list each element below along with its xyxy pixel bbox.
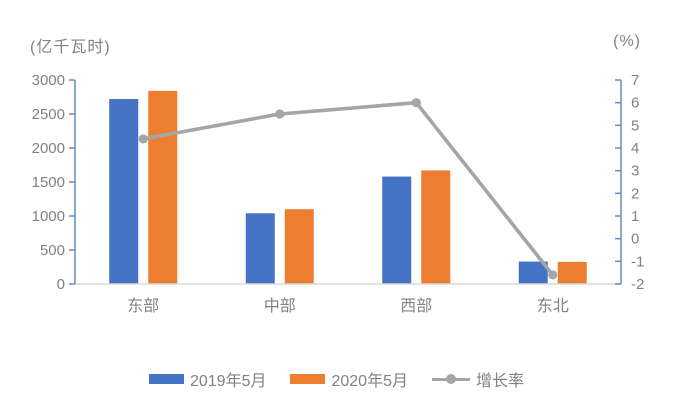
left-tick-label: 1000 [32,208,65,225]
right-tick-label: 6 [631,95,639,112]
left-axis: 0 500 1000 1500 2000 2500 3000 [32,72,76,293]
category-label: 西部 [400,297,432,315]
left-tick-label: 0 [57,276,65,293]
legend-item-2020: 2020年5月 [290,367,408,391]
category-labels: 东部 中部 西部 东北 [127,297,569,315]
line-marker [275,109,285,119]
bar [245,213,275,284]
left-tick-label: 1500 [32,174,65,191]
bar-series-2020年5月 [148,90,587,284]
right-tick-label: 2 [631,185,639,202]
right-tick-label: 0 [631,231,639,248]
right-tick-label: -1 [631,253,644,270]
growth-line [141,100,555,277]
category-label: 东部 [127,297,159,315]
legend-swatch-growth-line [431,373,470,385]
right-tick-label: 1 [631,208,639,225]
line-series-增长率 [138,98,558,280]
legend-item-2019: 2019年5月 [148,367,267,391]
legend-item-growth: 增长率 [431,367,524,391]
left-tick-label: 500 [40,242,65,259]
right-axis-title: (%) [613,33,641,50]
bar [518,261,548,284]
category-label: 中部 [264,297,296,315]
bar [421,170,451,284]
right-tick-label: -2 [631,276,644,293]
line-marker [548,270,558,280]
legend-marker-icon [445,374,456,384]
bar [382,176,412,284]
legend: 2019年5月 2020年5月 增长率 [0,367,673,391]
legend-label-2020: 2020年5月 [331,373,408,390]
right-tick-label: 3 [631,163,639,180]
bar [284,209,314,284]
legend-label-growth: 增长率 [475,373,524,390]
bar-series-2019年5月 [109,99,548,284]
left-axis-title: (亿千瓦时) [30,39,111,56]
bar [148,90,178,284]
legend-label-2019: 2019年5月 [189,373,267,390]
plot-area: 0 500 1000 1500 2000 2500 3000 -2 -1 0 1 2 3 4 5 6 7 东部 中部… [32,72,645,315]
legend-swatch-2020-bar [290,374,326,384]
left-tick-label: 3000 [32,72,65,89]
legend-swatch-2019-bar [148,374,184,384]
category-label: 东北 [537,297,569,315]
right-tick-label: 4 [631,140,639,157]
line-marker [411,98,421,108]
right-tick-label: 5 [631,117,639,134]
line-marker [138,134,148,144]
bar [109,99,139,284]
bar [557,261,587,284]
left-tick-label: 2500 [32,106,65,123]
right-tick-label: 7 [631,72,639,89]
right-axis: -2 -1 0 1 2 3 4 5 6 7 [615,72,644,293]
left-tick-label: 2000 [32,140,65,157]
